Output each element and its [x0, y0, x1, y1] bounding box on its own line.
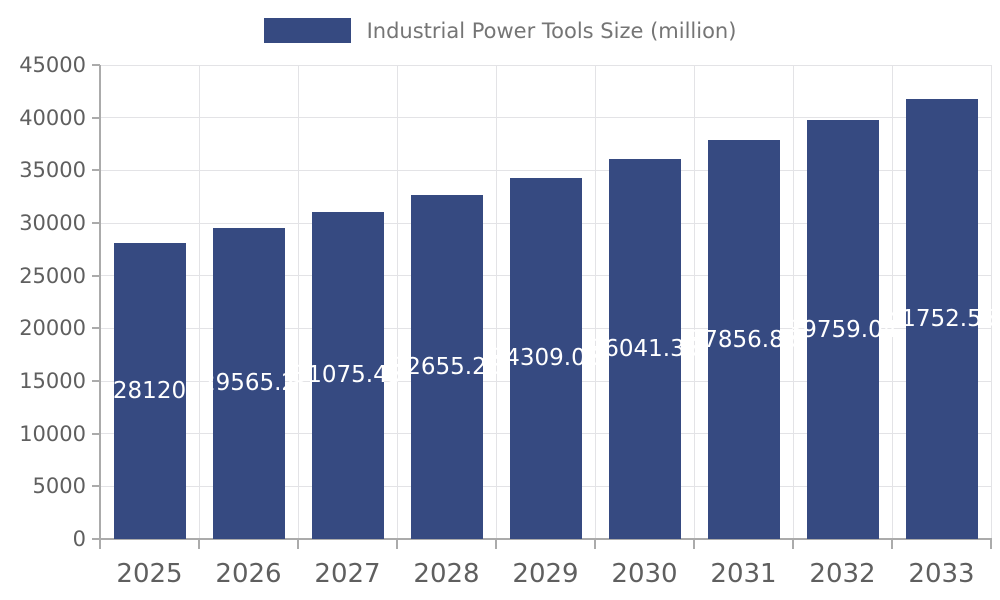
- y-axis-tick: [92, 222, 100, 224]
- x-axis-tick: [792, 539, 794, 549]
- bar-2028[interactable]: [410, 195, 483, 539]
- bar-value-label: 31075.45: [292, 362, 403, 389]
- x-axis-label: 2026: [215, 559, 282, 589]
- y-axis-tick: [92, 169, 100, 172]
- bar-value-label: 29565.2: [200, 370, 297, 397]
- bar-2026[interactable]: [212, 227, 285, 539]
- bar-value-label: 32655.26: [391, 354, 502, 381]
- x-gridline: [297, 65, 299, 539]
- x-axis-label: 2030: [611, 559, 678, 589]
- bar-value-label: 34309.08: [490, 345, 601, 372]
- x-axis-tick: [693, 539, 695, 549]
- y-axis-tick-label: 15000: [19, 369, 86, 393]
- y-axis-tick-label: 5000: [32, 474, 86, 499]
- y-axis-tick-label: 10000: [19, 421, 86, 446]
- x-axis-label: 2025: [116, 559, 183, 589]
- x-axis-label: 2031: [710, 559, 777, 589]
- y-axis-tick-label: 30000: [19, 211, 86, 235]
- x-gridline: [693, 65, 695, 539]
- y-axis-tick: [92, 116, 100, 119]
- x-gridline: [396, 65, 398, 539]
- x-gridline: [990, 65, 992, 539]
- x-axis-tick: [990, 539, 992, 549]
- bar-2025[interactable]: [113, 242, 186, 539]
- bar-value-label: 28120: [112, 377, 187, 404]
- x-axis-tick: [297, 539, 299, 549]
- y-axis-tick: [92, 432, 100, 435]
- y-gridline: [100, 169, 991, 171]
- y-axis-tick-label: 25000: [19, 263, 86, 288]
- legend-swatch: [263, 18, 351, 43]
- y-axis-tick-label: 35000: [19, 158, 86, 183]
- x-axis-tick: [99, 539, 101, 549]
- x-axis-label: 2029: [512, 559, 579, 589]
- bar-value-label: 39759.04: [787, 316, 898, 343]
- bar-2032[interactable]: [806, 120, 879, 539]
- x-axis-label: 2028: [413, 559, 480, 589]
- x-axis-label: 2032: [809, 559, 876, 589]
- x-axis-tick: [495, 539, 497, 549]
- legend-label: Industrial Power Tools Size (million): [366, 18, 737, 43]
- y-axis-tick-label: 0: [72, 527, 86, 551]
- y-axis-tick: [92, 274, 100, 277]
- x-gridline: [891, 65, 893, 539]
- x-axis-label: 2027: [314, 559, 381, 589]
- bar-2033[interactable]: [905, 99, 978, 539]
- x-axis-line: [99, 538, 992, 540]
- bar-2027[interactable]: [311, 211, 384, 539]
- x-axis-tick: [396, 539, 398, 549]
- x-axis-tick: [891, 539, 893, 549]
- y-axis-tick-label: 20000: [19, 316, 86, 341]
- y-axis-tick: [92, 380, 100, 382]
- x-gridline: [792, 65, 794, 539]
- bar-2029[interactable]: [509, 177, 582, 539]
- bar-2030[interactable]: [608, 159, 681, 539]
- legend[interactable]: Industrial Power Tools Size (million): [0, 18, 1000, 43]
- x-gridline: [198, 65, 200, 539]
- bar-2031[interactable]: [707, 140, 780, 539]
- y-axis-tick: [92, 485, 100, 488]
- bar-value-label: 36041.35: [589, 336, 700, 363]
- y-axis-tick: [92, 327, 100, 330]
- x-axis-tick: [198, 539, 200, 549]
- x-axis-label: 2033: [908, 559, 975, 589]
- bar-value-label: 41752.55: [886, 306, 997, 333]
- x-axis-tick: [594, 539, 596, 549]
- y-axis-tick-label: 45000: [19, 53, 86, 77]
- x-gridline: [594, 65, 596, 539]
- y-axis-tick: [92, 538, 100, 540]
- bar-value-label: 37856.85: [688, 326, 799, 353]
- y-axis-tick-label: 40000: [19, 105, 86, 130]
- y-axis-tick: [92, 64, 100, 66]
- x-gridline: [495, 65, 497, 539]
- y-gridline: [100, 117, 991, 119]
- y-axis-line: [99, 65, 101, 539]
- y-gridline: [100, 64, 991, 66]
